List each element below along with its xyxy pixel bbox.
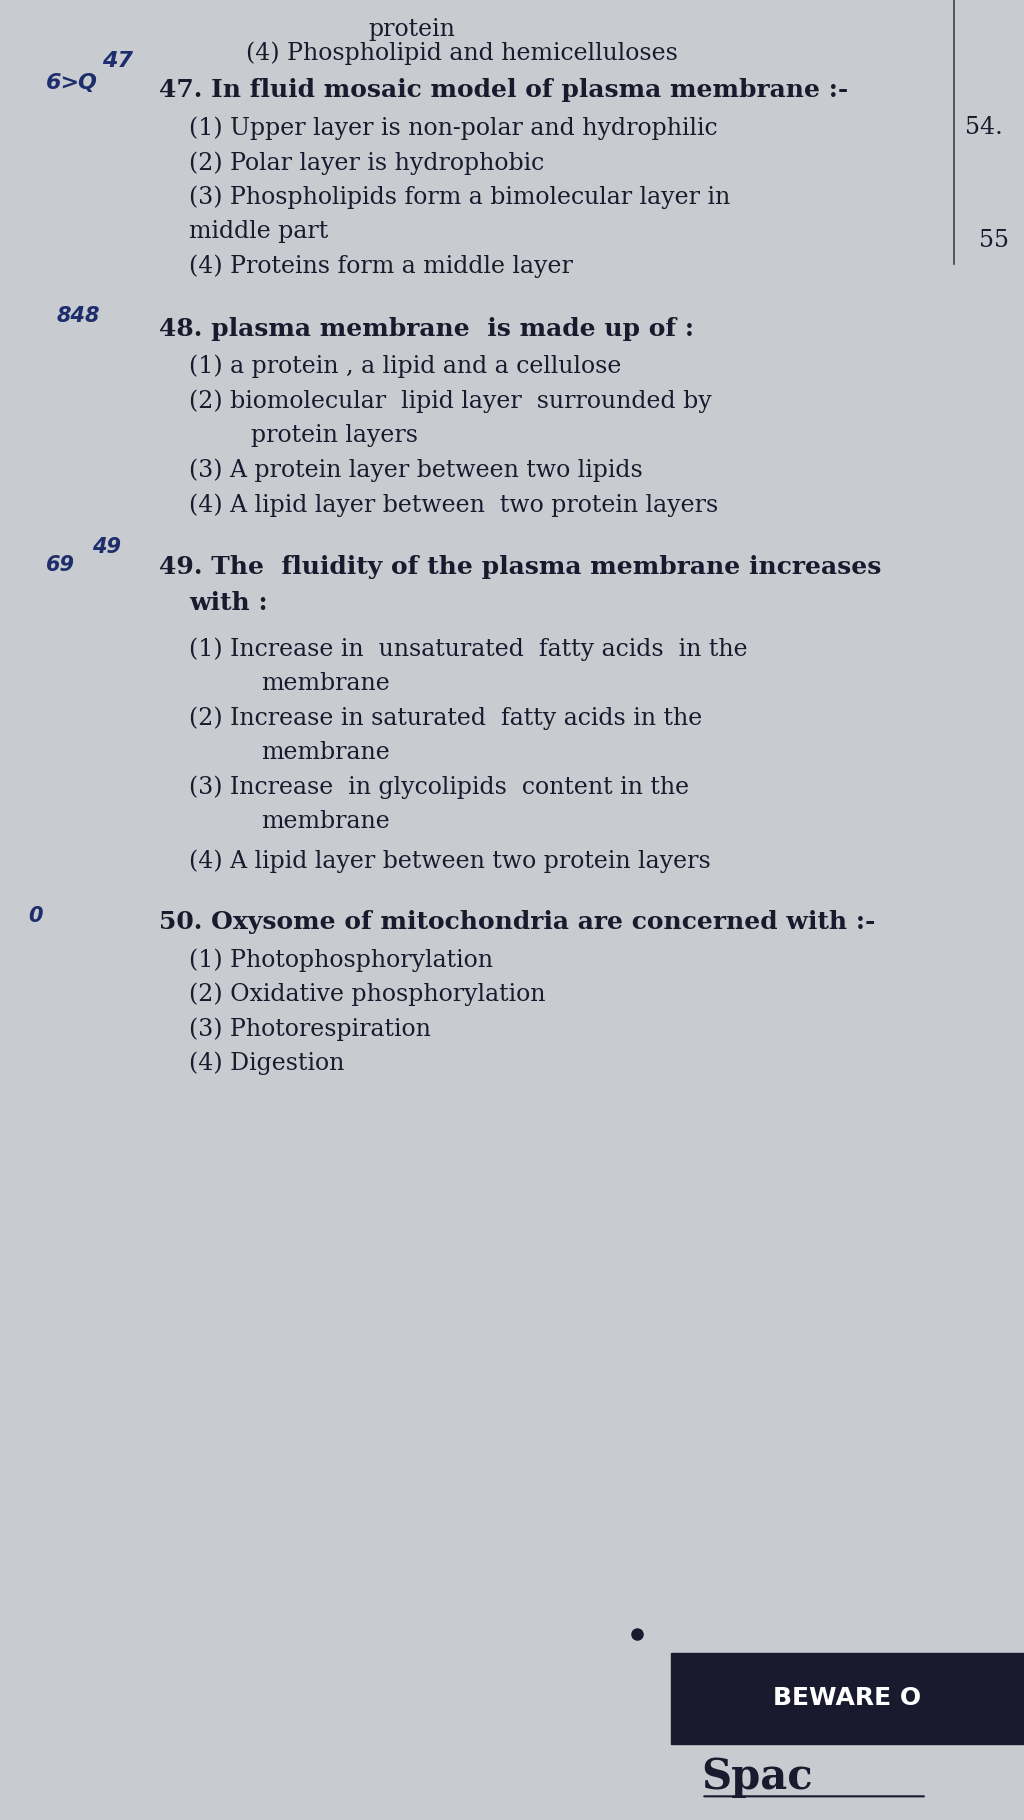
Text: protein layers: protein layers (251, 424, 418, 448)
Text: (3) Increase  in glycolipids  content in the: (3) Increase in glycolipids content in t… (189, 775, 689, 799)
Text: 47. In fluid mosaic model of plasma membrane :-: 47. In fluid mosaic model of plasma memb… (159, 78, 848, 102)
Text: (4) Phospholipid and hemicelluloses: (4) Phospholipid and hemicelluloses (246, 42, 678, 66)
Text: 55: 55 (979, 229, 1009, 253)
Text: (2) Increase in saturated  fatty acids in the: (2) Increase in saturated fatty acids in… (189, 706, 702, 730)
Text: (3) Phospholipids form a bimolecular layer in: (3) Phospholipids form a bimolecular lay… (189, 186, 731, 209)
Text: (2) biomolecular  lipid layer  surrounded by: (2) biomolecular lipid layer surrounded … (189, 389, 712, 413)
FancyBboxPatch shape (671, 1653, 1024, 1744)
Text: 49. The  fluidity of the plasma membrane increases: 49. The fluidity of the plasma membrane … (159, 555, 881, 579)
Text: 848: 848 (56, 306, 99, 326)
Text: membrane: membrane (261, 810, 390, 834)
Text: (1) Increase in  unsaturated  fatty acids  in the: (1) Increase in unsaturated fatty acids … (189, 637, 749, 661)
Text: (1) a protein , a lipid and a cellulose: (1) a protein , a lipid and a cellulose (189, 355, 622, 379)
Text: 48. plasma membrane  is made up of :: 48. plasma membrane is made up of : (159, 317, 693, 340)
Text: with :: with : (189, 592, 268, 615)
Text: 50. Oxysome of mitochondria are concerned with :-: 50. Oxysome of mitochondria are concerne… (159, 910, 876, 934)
Text: (4) Digestion: (4) Digestion (189, 1052, 345, 1076)
Text: (4) A lipid layer between  two protein layers: (4) A lipid layer between two protein la… (189, 493, 719, 517)
Text: (4) Proteins form a middle layer: (4) Proteins form a middle layer (189, 255, 573, 278)
Text: membrane: membrane (261, 672, 390, 695)
Text: membrane: membrane (261, 741, 390, 764)
Text: Q: Q (77, 73, 95, 93)
Text: 49: 49 (92, 537, 121, 557)
Text: (4) A lipid layer between two protein layers: (4) A lipid layer between two protein la… (189, 850, 712, 874)
Text: 6>: 6> (46, 73, 80, 93)
Text: 0: 0 (29, 906, 43, 926)
Text: 47: 47 (102, 51, 133, 71)
Text: protein: protein (369, 18, 456, 42)
Text: (3) A protein layer between two lipids: (3) A protein layer between two lipids (189, 459, 643, 482)
Text: 54.: 54. (965, 116, 1002, 140)
Text: 69: 69 (46, 555, 75, 575)
Text: (1) Upper layer is non-polar and hydrophilic: (1) Upper layer is non-polar and hydroph… (189, 116, 718, 140)
Text: (3) Photorespiration: (3) Photorespiration (189, 1017, 431, 1041)
Text: Spac: Spac (701, 1756, 813, 1798)
Text: BEWARE O: BEWARE O (773, 1685, 922, 1711)
Text: (2) Polar layer is hydrophobic: (2) Polar layer is hydrophobic (189, 151, 545, 175)
Text: (1) Photophosphorylation: (1) Photophosphorylation (189, 948, 494, 972)
Text: middle part: middle part (189, 220, 329, 244)
Text: (2) Oxidative phosphorylation: (2) Oxidative phosphorylation (189, 983, 546, 1006)
